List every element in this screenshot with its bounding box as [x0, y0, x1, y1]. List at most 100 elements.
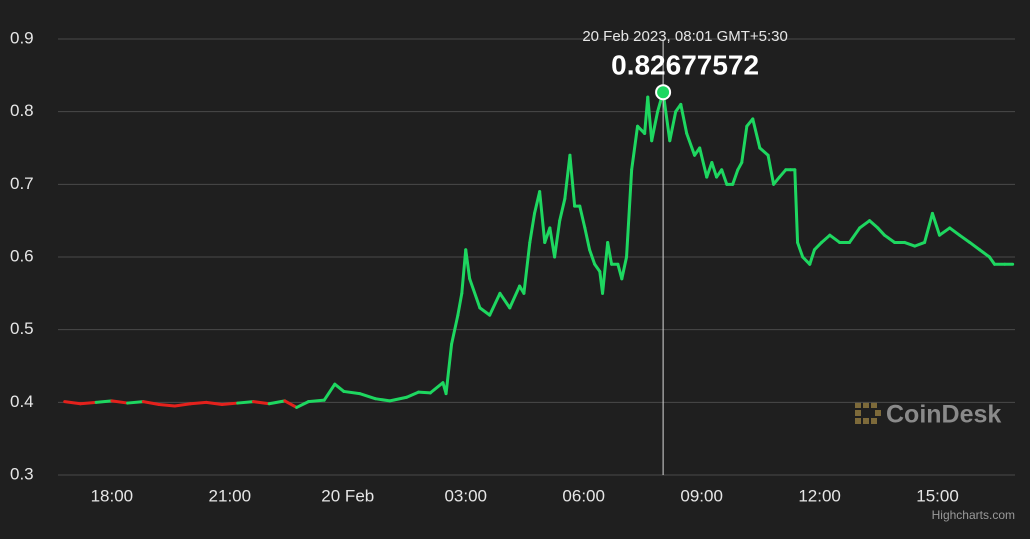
x-tick-label: 21:00 — [209, 486, 252, 505]
line-segment — [630, 124, 640, 172]
line-segment — [538, 190, 547, 244]
y-tick-label: 0.3 — [10, 464, 34, 483]
line-segment — [858, 219, 872, 230]
line-segment — [578, 204, 587, 230]
line-segment — [650, 110, 660, 143]
line-segment — [333, 382, 346, 393]
x-tick-label: 15:00 — [916, 486, 959, 505]
line-segment — [876, 226, 886, 237]
line-segment — [110, 399, 130, 405]
x-tick-label: 03:00 — [444, 486, 487, 505]
line-segment — [625, 168, 634, 259]
line-segment — [553, 219, 562, 259]
line-segment — [796, 240, 805, 259]
line-segment — [882, 233, 897, 244]
line-segment — [428, 381, 445, 395]
line-segment — [358, 392, 377, 401]
line-segment — [157, 403, 177, 408]
line-segment — [173, 402, 193, 408]
line-segment — [468, 277, 482, 310]
line-segment — [456, 291, 464, 317]
line-segment — [342, 389, 362, 396]
line-segment — [808, 248, 816, 266]
line-segment — [812, 240, 824, 252]
tooltip-label: 20 Feb 2023, 08:01 GMT+5:30 — [582, 28, 788, 45]
y-tick-label: 0.4 — [10, 392, 34, 411]
line-segment — [528, 211, 537, 244]
line-segment — [464, 248, 472, 281]
line-segment — [78, 400, 98, 406]
line-segment — [720, 168, 729, 186]
line-segment — [94, 399, 114, 404]
line-segment — [620, 255, 629, 281]
watermark-logo — [855, 402, 881, 424]
line-segment — [322, 382, 337, 402]
line-segment — [204, 400, 224, 407]
line-segment — [978, 248, 991, 259]
line-segment — [583, 226, 592, 252]
line-segment — [405, 390, 421, 399]
x-tick-label: 12:00 — [798, 486, 841, 505]
credit: Highcharts.com — [932, 508, 1015, 522]
x-tick-label: 09:00 — [680, 486, 723, 505]
y-tick-label: 0.7 — [10, 174, 34, 193]
line-segment — [588, 248, 597, 266]
line-segment — [646, 95, 654, 143]
y-tick-label: 0.8 — [10, 101, 34, 120]
line-segment — [568, 153, 577, 208]
y-tick-label: 0.5 — [10, 319, 34, 338]
line-segment — [126, 400, 145, 405]
line-segment — [958, 233, 972, 244]
x-tick-label: 20 Feb — [321, 486, 374, 505]
line-segment — [828, 233, 842, 244]
line-segment — [601, 240, 610, 295]
line-segment — [295, 400, 310, 409]
line-segment — [606, 240, 614, 266]
line-segment — [460, 248, 468, 295]
line-segment — [251, 400, 271, 406]
line-segment — [373, 397, 392, 403]
line-segment — [903, 240, 917, 248]
line-segment — [710, 161, 719, 179]
line-segment — [498, 291, 512, 310]
y-tick-label: 0.6 — [10, 246, 34, 265]
line-segment — [63, 400, 82, 406]
x-tick-label: 18:00 — [91, 486, 134, 505]
line-segment — [558, 197, 567, 223]
line-segment — [478, 306, 492, 317]
line-segment — [968, 240, 982, 252]
line-segment — [731, 168, 740, 186]
line-segment — [685, 131, 697, 157]
line-segment — [868, 219, 880, 230]
tooltip-value: 0.82677572 — [611, 49, 759, 80]
line-segment — [705, 161, 714, 179]
line-segment — [758, 146, 770, 157]
line-segment — [668, 110, 678, 143]
line-segment — [740, 124, 749, 165]
hover-marker — [655, 84, 672, 101]
line-segment — [220, 401, 240, 407]
line-segment — [388, 395, 409, 403]
y-tick-label: 0.9 — [10, 28, 34, 47]
line-segment — [283, 399, 299, 409]
line-segment — [267, 399, 287, 406]
line-segment — [306, 398, 326, 404]
line-segment — [236, 400, 255, 405]
line-segment — [923, 211, 934, 244]
line-segment — [820, 233, 832, 244]
line-segment — [488, 291, 502, 317]
line-segment — [508, 284, 522, 310]
line-segment — [793, 168, 800, 244]
line-segment — [698, 146, 709, 179]
line-segment — [563, 153, 572, 201]
line-segment — [766, 153, 776, 186]
line-segment — [913, 240, 927, 248]
line-segment — [772, 175, 781, 186]
line-segment — [141, 400, 161, 407]
line-segment — [948, 226, 962, 237]
line-segment — [417, 390, 432, 395]
line-segment — [189, 400, 208, 406]
line-segment — [847, 226, 862, 244]
